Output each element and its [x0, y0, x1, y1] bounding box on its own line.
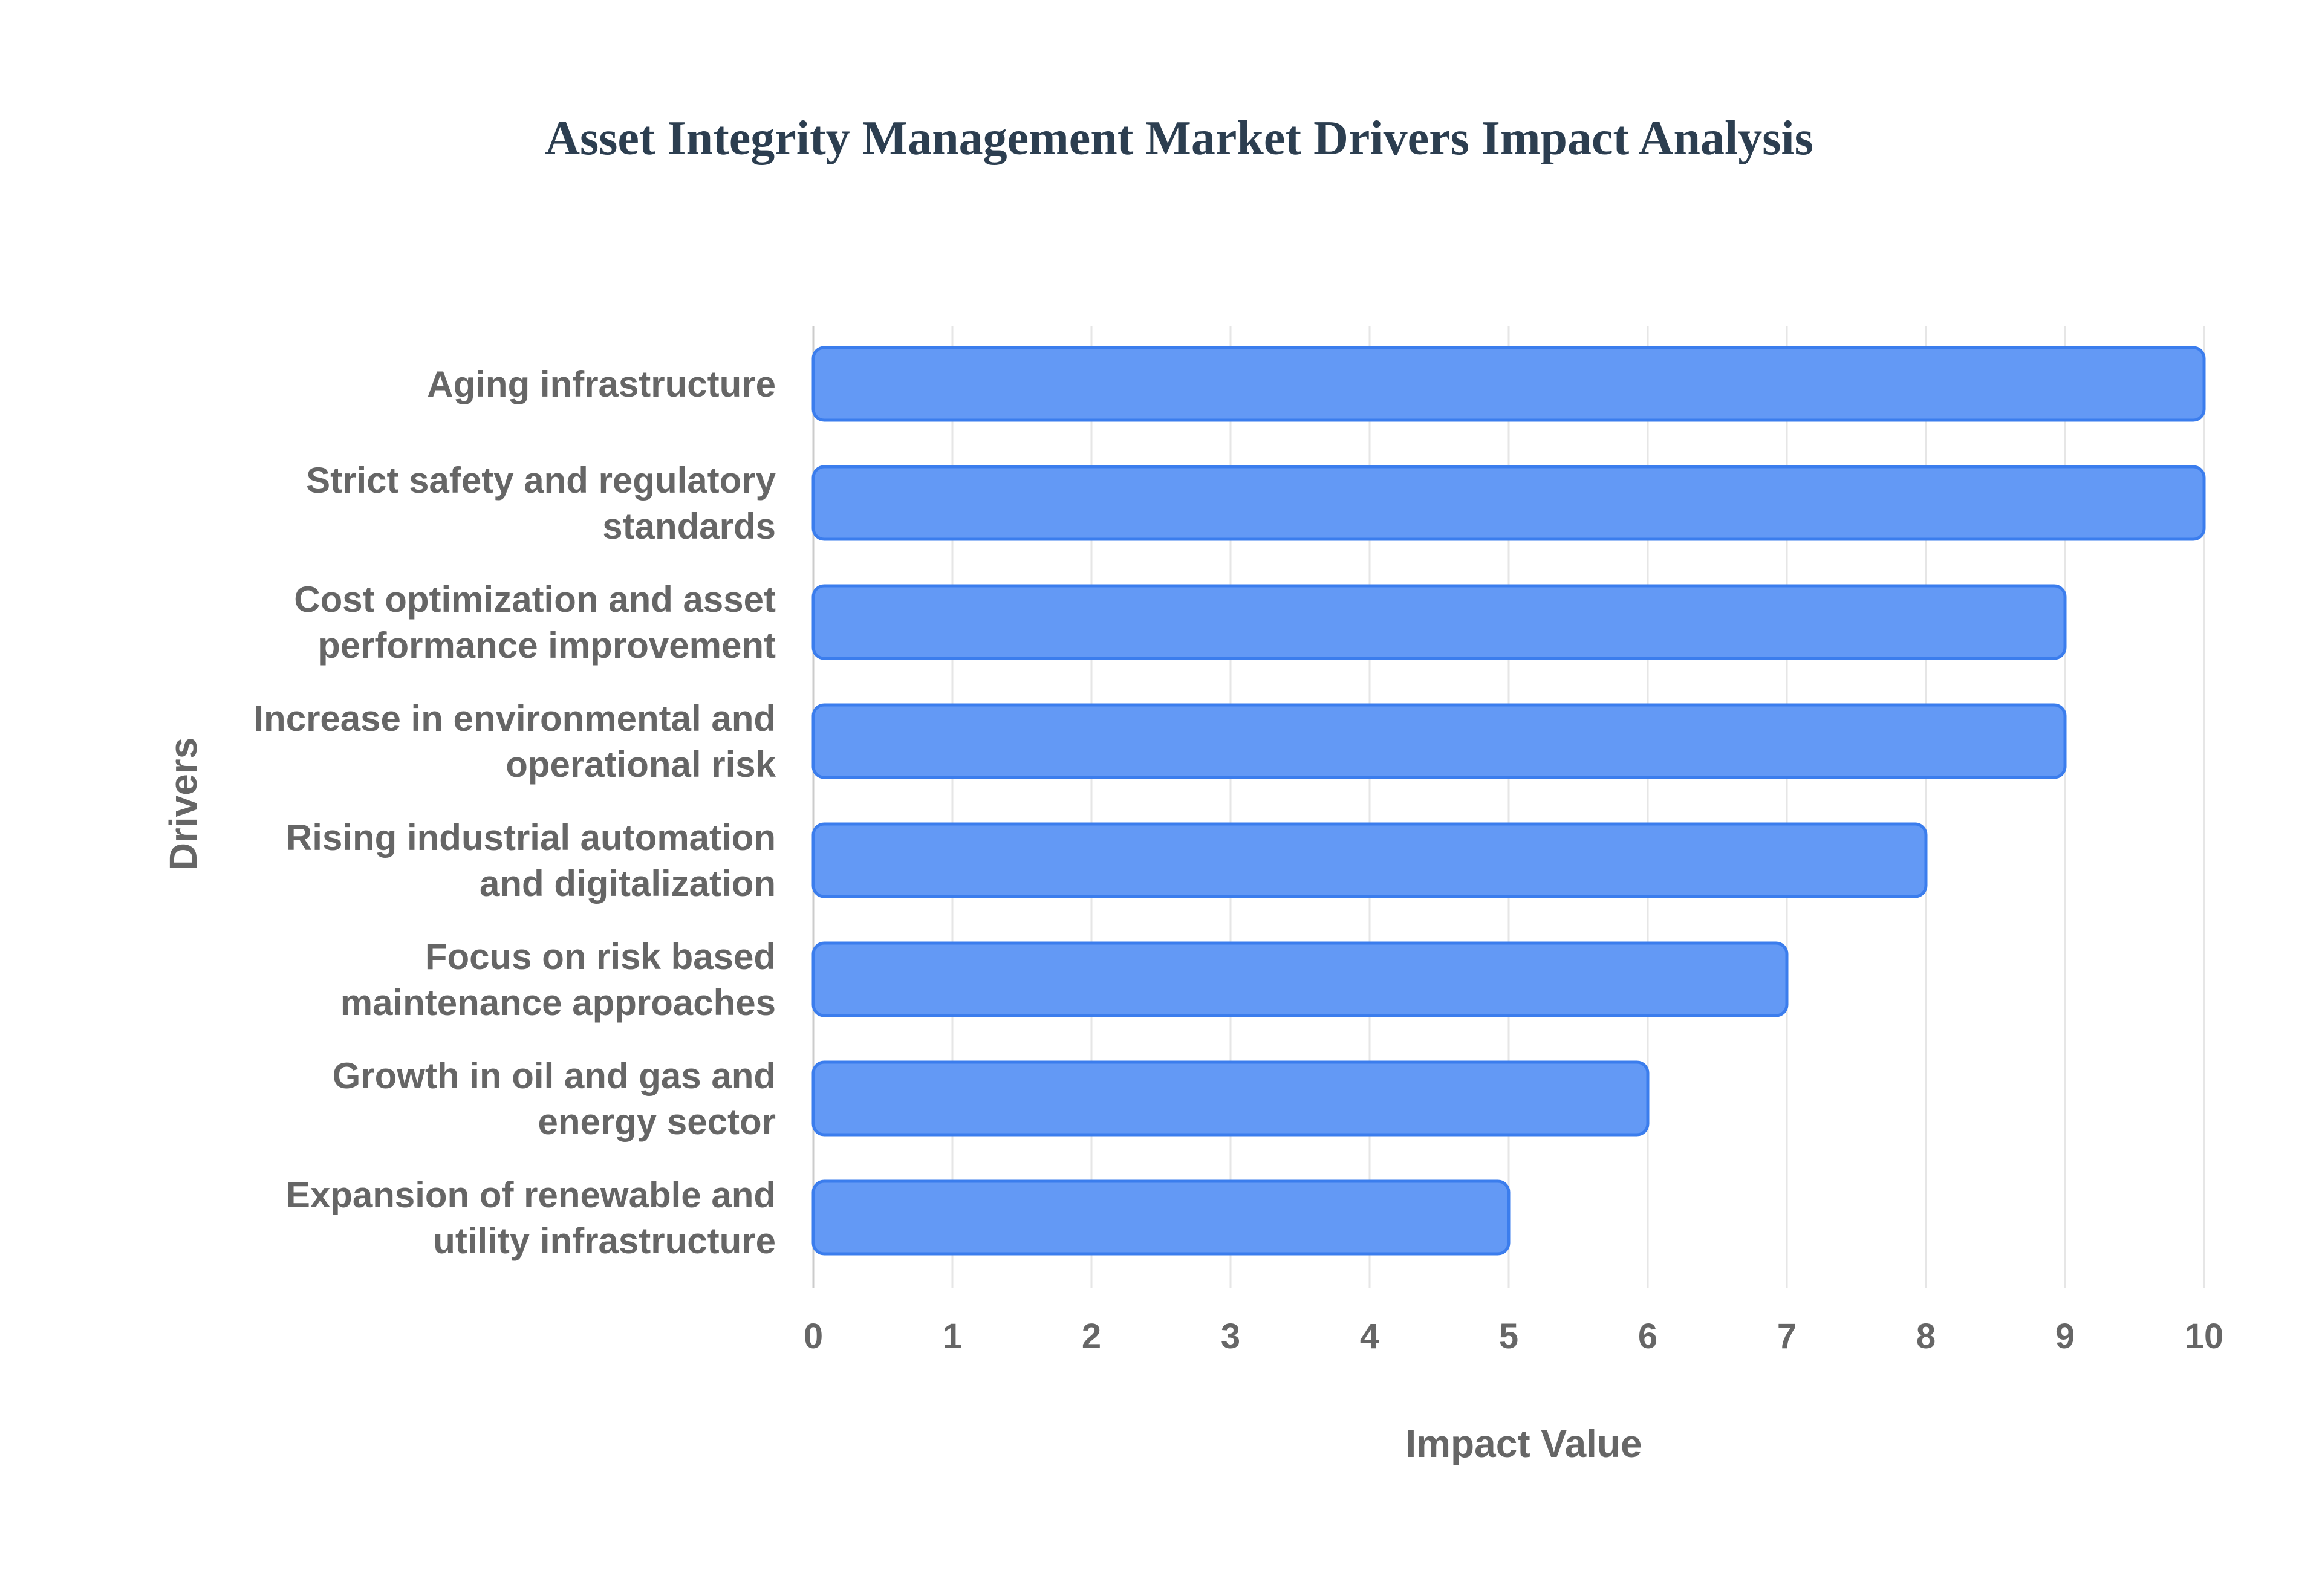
x-tick-labels: 0 1 2 3 4 5 6 7 8 9 10 [804, 1317, 2223, 1356]
chart-title: Asset Integrity Management Market Driver… [545, 112, 1813, 165]
category-label: operational risk [506, 744, 776, 785]
x-axis-title: Impact Value [1405, 1422, 1642, 1465]
category-label: utility infrastructure [433, 1221, 776, 1261]
x-tick-label: 5 [1499, 1317, 1518, 1356]
category-label: and digitalization [480, 863, 776, 904]
bar[interactable] [811, 941, 1789, 1017]
category-label: Increase in environmental and [253, 698, 776, 739]
y-axis-title: Drivers [161, 738, 205, 871]
bar[interactable] [811, 703, 2067, 779]
category-labels: Aging infrastructure Strict safety and re… [253, 364, 776, 1261]
category-label: Aging infrastructure [427, 364, 776, 404]
bars [811, 346, 2206, 1256]
category-label: Strict safety and regulatory [306, 460, 776, 501]
bar[interactable] [811, 465, 2206, 541]
category-label: Focus on risk based [425, 936, 776, 977]
x-tick-label: 0 [804, 1317, 823, 1356]
category-label: Cost optimization and asset [294, 579, 776, 620]
category-label: Rising industrial automation [286, 817, 776, 858]
bar[interactable] [811, 346, 2206, 422]
bar[interactable] [811, 584, 2067, 660]
category-label: standards [602, 506, 776, 547]
x-tick-label: 8 [1916, 1317, 1936, 1356]
category-label: Growth in oil and gas and [333, 1056, 776, 1096]
x-tick-label: 3 [1221, 1317, 1240, 1356]
category-label: energy sector [538, 1101, 776, 1142]
category-label: Expansion of renewable and [286, 1175, 776, 1215]
x-tick-label: 4 [1360, 1317, 1379, 1356]
x-tick-label: 1 [943, 1317, 962, 1356]
x-tick-label: 10 [2185, 1317, 2224, 1356]
x-tick-label: 2 [1082, 1317, 1101, 1356]
x-tick-label: 7 [1777, 1317, 1797, 1356]
bar[interactable] [811, 822, 1928, 898]
category-label: maintenance approaches [340, 982, 776, 1023]
bar[interactable] [811, 1179, 1511, 1256]
x-tick-label: 6 [1638, 1317, 1657, 1356]
x-tick-label: 9 [2055, 1317, 2075, 1356]
category-label: performance improvement [318, 625, 776, 666]
bar[interactable] [811, 1060, 1650, 1137]
